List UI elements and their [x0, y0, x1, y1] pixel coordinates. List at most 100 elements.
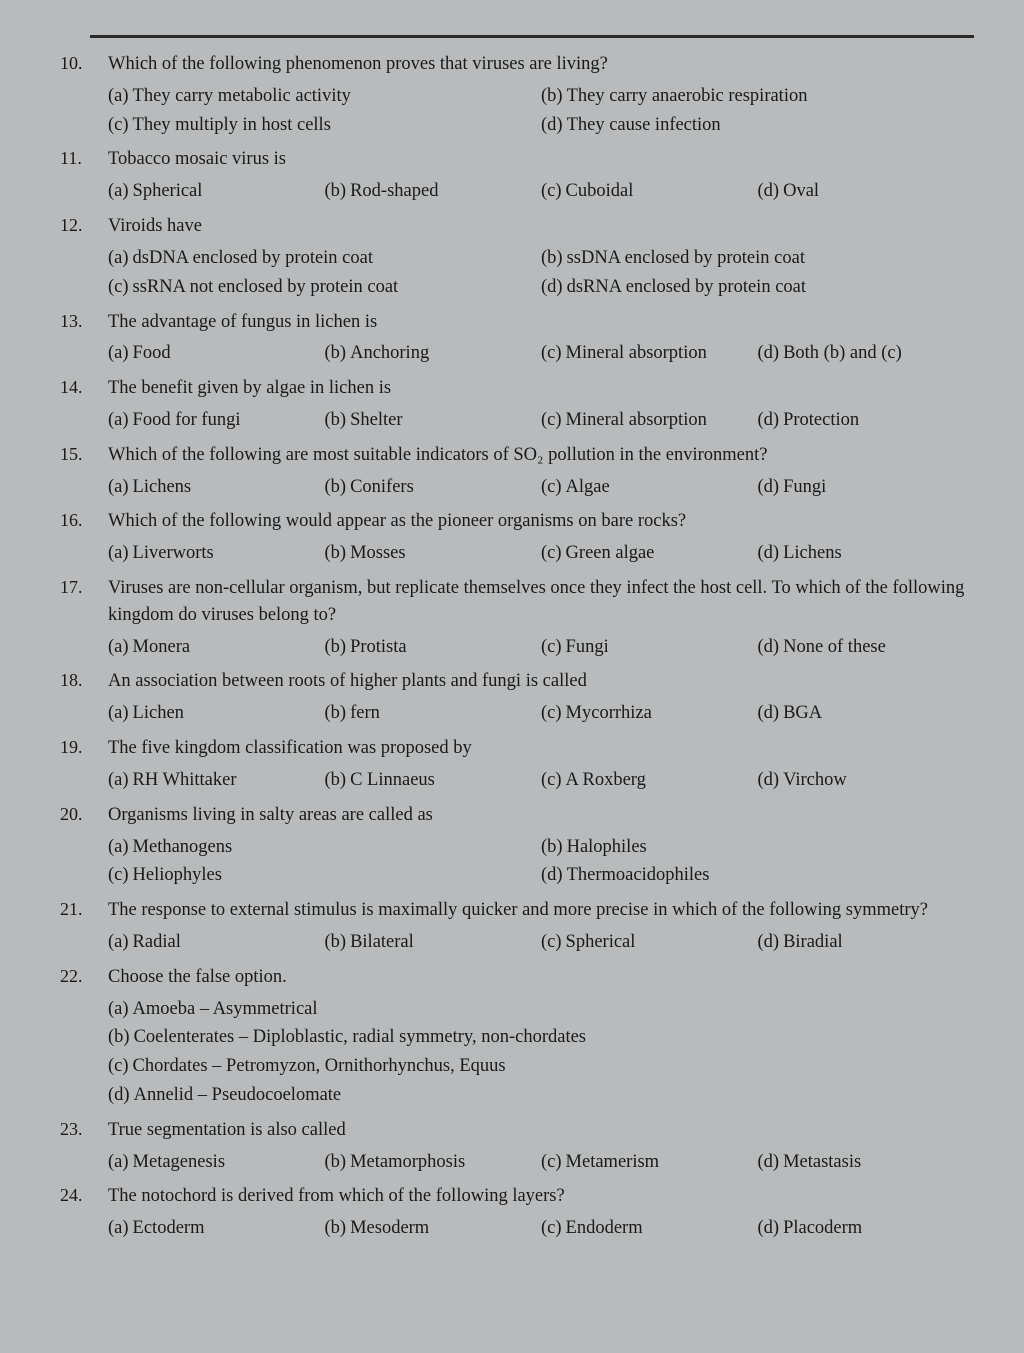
- question-header: 24.The notochord is derived from which o…: [60, 1182, 974, 1210]
- option: (c)ssRNA not enclosed by protein coat: [108, 273, 541, 302]
- option: (d)BGA: [758, 699, 975, 728]
- option-text: Biradial: [783, 932, 843, 952]
- option-text: C Linnaeus: [350, 770, 435, 790]
- option: (a)Food for fungi: [108, 406, 325, 435]
- question-text: The benefit given by algae in lichen is: [108, 375, 974, 402]
- option-label: (b): [325, 477, 347, 497]
- option-label: (a): [108, 181, 129, 201]
- option-label: (d): [758, 410, 780, 430]
- option-label: (b): [541, 248, 563, 268]
- option-label: (c): [108, 865, 129, 885]
- option-row: (a)Spherical(b)Rod-shaped(c)Cuboidal(d)O…: [108, 177, 974, 206]
- option: (c)Mycorrhiza: [541, 699, 758, 728]
- option-label: (b): [325, 1218, 347, 1238]
- option-label: (d): [758, 637, 780, 657]
- option-text: They carry anaerobic respiration: [567, 86, 808, 106]
- option: (a)Spherical: [108, 177, 325, 206]
- option: (d)Placoderm: [758, 1214, 975, 1243]
- option: (c)Fungi: [541, 633, 758, 662]
- option-text: Fungi: [783, 477, 826, 497]
- option: (a)Radial: [108, 928, 325, 957]
- option-text: Spherical: [133, 181, 203, 201]
- question-text: The notochord is derived from which of t…: [108, 1183, 974, 1210]
- option: (b)Conifers: [325, 473, 542, 502]
- option: (c)Mineral absorption: [541, 406, 758, 435]
- option-label: (a): [108, 343, 129, 363]
- option: (b)Anchoring: [325, 339, 542, 368]
- option: (d)dsRNA enclosed by protein coat: [541, 273, 974, 302]
- question: 17.Viruses are non-cellular organism, bu…: [60, 574, 974, 661]
- option-text: They multiply in host cells: [133, 115, 331, 135]
- option-text: Mycorrhiza: [566, 703, 652, 723]
- option-label: (d): [758, 932, 780, 952]
- question-header: 21.The response to external stimulus is …: [60, 896, 974, 924]
- option-row: (a)Methanogens(b)Halophiles(c)Heliophyle…: [108, 833, 974, 891]
- option-text: They cause infection: [567, 115, 721, 135]
- option: (a)Ectoderm: [108, 1214, 325, 1243]
- option-row: (a)RH Whittaker(b)C Linnaeus(c)A Roxberg…: [108, 766, 974, 795]
- option: (c)Metamerism: [541, 1148, 758, 1177]
- options: (a)Food(b)Anchoring(c)Mineral absorption…: [108, 339, 974, 368]
- option-row: (a)Food for fungi(b)Shelter(c)Mineral ab…: [108, 406, 974, 435]
- question-text: The response to external stimulus is max…: [108, 897, 974, 924]
- option-text: Green algae: [566, 543, 655, 563]
- option-text: Conifers: [350, 477, 414, 497]
- question-header: 13.The advantage of fungus in lichen is: [60, 308, 974, 336]
- option: (d)Protection: [758, 406, 975, 435]
- option-label: (a): [108, 248, 129, 268]
- option-text: Coelenterates – Diploblastic, radial sym…: [134, 1027, 586, 1047]
- option-label: (c): [541, 770, 562, 790]
- option-label: (c): [541, 703, 562, 723]
- question-number: 19.: [60, 734, 108, 760]
- question-header: 19.The five kingdom classification was p…: [60, 734, 974, 762]
- option-text: Protista: [350, 637, 407, 657]
- option-row: (a)Ectoderm(b)Mesoderm(c)Endoderm(d)Plac…: [108, 1214, 974, 1243]
- option-label: (a): [108, 637, 129, 657]
- option: (c)A Roxberg: [541, 766, 758, 795]
- option-text: ssRNA not enclosed by protein coat: [133, 277, 399, 297]
- option-text: dsRNA enclosed by protein coat: [567, 277, 806, 297]
- option-label: (a): [108, 477, 129, 497]
- option-label: (d): [108, 1085, 130, 1105]
- option: (c)Mineral absorption: [541, 339, 758, 368]
- option: (a)Lichen: [108, 699, 325, 728]
- option-label: (c): [108, 1056, 129, 1076]
- question-header: 20.Organisms living in salty areas are c…: [60, 801, 974, 829]
- question: 21.The response to external stimulus is …: [60, 896, 974, 957]
- option-label: (c): [108, 277, 129, 297]
- option: (c)Chordates – Petromyzon, Ornithorhynch…: [108, 1052, 974, 1081]
- option-label: (b): [325, 1152, 347, 1172]
- option-row: (a)Monera(b)Protista(c)Fungi(d)None of t…: [108, 633, 974, 662]
- option-text: Virchow: [783, 770, 847, 790]
- option-text: Halophiles: [567, 837, 647, 857]
- question-number: 24.: [60, 1182, 108, 1208]
- option: (c)Cuboidal: [541, 177, 758, 206]
- option-row: (a)Lichens(b)Conifers(c)Algae(d)Fungi: [108, 473, 974, 502]
- option-label: (d): [758, 181, 780, 201]
- option: (b)Coelenterates – Diploblastic, radial …: [108, 1023, 974, 1052]
- option-text: Radial: [133, 932, 181, 952]
- question-text: Which of the following would appear as t…: [108, 508, 974, 535]
- option-label: (d): [758, 343, 780, 363]
- option-label: (d): [758, 1152, 780, 1172]
- option-label: (a): [108, 86, 129, 106]
- option-text: Metastasis: [783, 1152, 861, 1172]
- option: (b)ssDNA enclosed by protein coat: [541, 244, 974, 273]
- option-label: (d): [758, 1218, 780, 1238]
- option-label: (d): [758, 477, 780, 497]
- option-text: They carry metabolic activity: [133, 86, 351, 106]
- question: 22.Choose the false option.(a)Amoeba – A…: [60, 963, 974, 1110]
- option: (c)Green algae: [541, 539, 758, 568]
- option: (b)Protista: [325, 633, 542, 662]
- question-number: 22.: [60, 963, 108, 989]
- option-row: (a)Lichen(b)fern(c)Mycorrhiza(d)BGA: [108, 699, 974, 728]
- option-label: (a): [108, 543, 129, 563]
- option-text: Algae: [566, 477, 610, 497]
- question-number: 16.: [60, 507, 108, 533]
- option-label: (c): [541, 637, 562, 657]
- option: (d)Oval: [758, 177, 975, 206]
- options: (a)RH Whittaker(b)C Linnaeus(c)A Roxberg…: [108, 766, 974, 795]
- option-label: (c): [541, 343, 562, 363]
- option-text: Both (b) and (c): [783, 343, 902, 363]
- option-text: Metamorphosis: [350, 1152, 465, 1172]
